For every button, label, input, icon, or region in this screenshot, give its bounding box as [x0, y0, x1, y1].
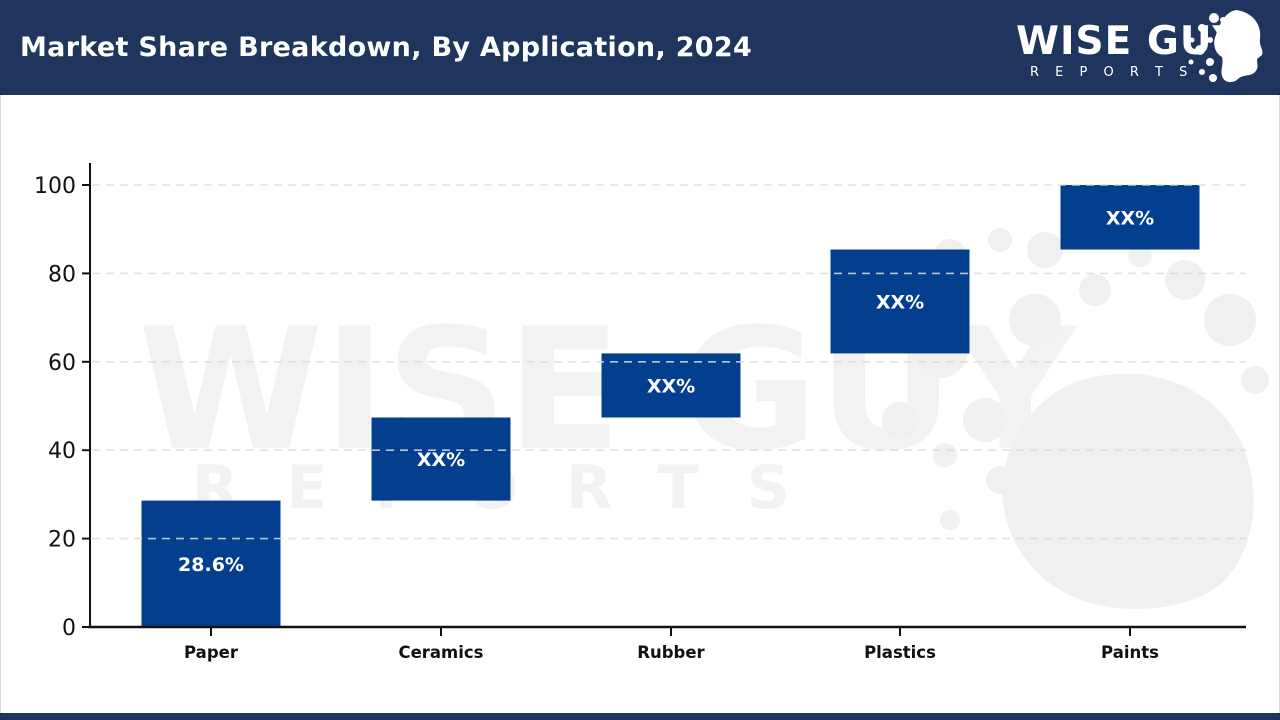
wise-guy-logo: WISE GUY R E P O R T S — [1016, 9, 1263, 82]
brand-logo: WISE GUY R E P O R T S — [1014, 4, 1266, 92]
bar-rubber — [601, 353, 741, 418]
bar-ceramics — [371, 417, 511, 501]
header-bar: Market Share Breakdown, By Application, … — [0, 0, 1280, 95]
bar-paints — [1060, 185, 1200, 250]
watermark-line2: REPORTS — [192, 453, 838, 523]
bar-value-label: XX% — [647, 375, 695, 397]
footer-bar — [0, 713, 1280, 720]
logo-face-icon — [1188, 9, 1263, 82]
bar-value-label: XX% — [1106, 207, 1154, 229]
y-tick-label: 60 — [48, 351, 76, 376]
plot-area: 28.6% XX% XX% XX% XX% 0 20 40 60 80 100 Paper Cerami… — [34, 163, 1246, 662]
y-tick-label: 80 — [48, 262, 76, 287]
bar-value-label: XX% — [417, 449, 465, 471]
x-category-label: Plastics — [864, 643, 936, 662]
logo-line2: R E P O R T S — [1030, 65, 1193, 80]
bar-plastics — [830, 249, 970, 354]
y-tick-label: 20 — [48, 528, 76, 553]
watermark-head-icon — [882, 225, 1269, 609]
x-category-label: Ceramics — [398, 643, 483, 662]
y-tick-label: 0 — [62, 616, 76, 641]
bar-value-label: 28.6% — [178, 554, 244, 576]
y-tick-label: 40 — [48, 439, 76, 464]
x-category-label: Rubber — [637, 643, 705, 662]
bar-paper — [141, 500, 281, 627]
y-tick-label: 100 — [34, 174, 76, 199]
x-category-label: Paper — [184, 643, 239, 662]
x-category-label: Paints — [1101, 643, 1159, 662]
bar-value-label: XX% — [876, 291, 924, 313]
page-title: Market Share Breakdown, By Application, … — [20, 32, 753, 63]
